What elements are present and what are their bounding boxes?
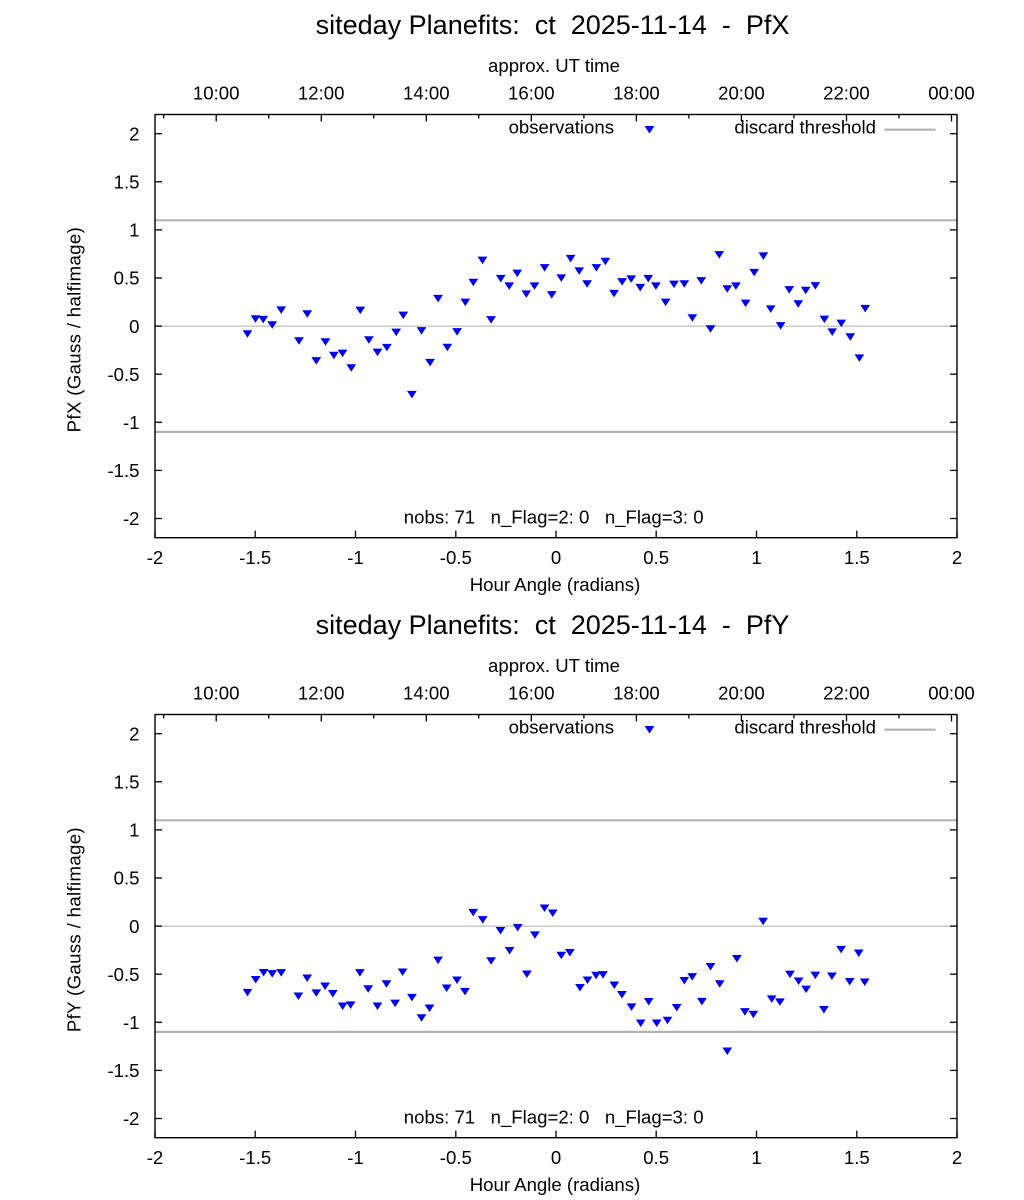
svg-text:approx. UT time: approx. UT time — [488, 655, 620, 676]
svg-text:0: 0 — [129, 316, 139, 337]
svg-text:nobs: 71 n_Flag=2: 0 n_Fla: nobs: 71 n_Flag=2: 0 n_Flag=3: 0 — [404, 1107, 704, 1129]
svg-text:2: 2 — [952, 547, 962, 568]
svg-text:00:00: 00:00 — [928, 683, 975, 704]
svg-text:-1: -1 — [123, 412, 140, 433]
svg-text:12:00: 12:00 — [298, 83, 345, 104]
svg-text:approx. UT time: approx. UT time — [488, 55, 620, 76]
svg-text:-1.5: -1.5 — [107, 1060, 139, 1081]
svg-text:18:00: 18:00 — [613, 83, 660, 104]
svg-text:10:00: 10:00 — [193, 683, 240, 704]
svg-text:22:00: 22:00 — [823, 683, 870, 704]
svg-text:1.5: 1.5 — [114, 772, 140, 793]
svg-text:-2: -2 — [147, 1147, 164, 1168]
svg-text:-2: -2 — [147, 547, 164, 568]
svg-text:22:00: 22:00 — [823, 83, 870, 104]
svg-text:16:00: 16:00 — [508, 683, 555, 704]
svg-text:Hour Angle (radians): Hour Angle (radians) — [470, 574, 641, 595]
svg-text:Hour Angle (radians): Hour Angle (radians) — [470, 1174, 641, 1195]
svg-text:-2: -2 — [123, 1108, 140, 1129]
svg-text:discard threshold: discard threshold — [734, 117, 876, 138]
svg-text:-2: -2 — [123, 508, 140, 529]
svg-text:siteday Planefits: ct 2025-1: siteday Planefits: ct 2025-11-14 - PfX — [316, 10, 790, 40]
svg-text:18:00: 18:00 — [613, 683, 660, 704]
svg-text:discard threshold: discard threshold — [734, 717, 876, 738]
svg-text:1: 1 — [129, 220, 139, 241]
svg-text:-0.5: -0.5 — [107, 364, 139, 385]
svg-text:-1.5: -1.5 — [107, 460, 139, 481]
svg-text:-0.5: -0.5 — [107, 964, 139, 985]
svg-text:14:00: 14:00 — [403, 83, 450, 104]
svg-text:observations: observations — [509, 717, 614, 738]
svg-text:0: 0 — [551, 547, 561, 568]
svg-text:nobs: 71 n_Flag=2: 0 n_Fla: nobs: 71 n_Flag=2: 0 n_Flag=3: 0 — [404, 507, 704, 529]
svg-text:-1: -1 — [347, 547, 364, 568]
svg-text:1: 1 — [129, 820, 139, 841]
svg-text:20:00: 20:00 — [718, 83, 765, 104]
svg-text:PfY (Gauss / halfimage): PfY (Gauss / halfimage) — [64, 827, 85, 1032]
svg-text:2: 2 — [129, 723, 139, 744]
svg-text:-0.5: -0.5 — [440, 1147, 472, 1168]
svg-text:0: 0 — [129, 916, 139, 937]
svg-text:-1: -1 — [347, 1147, 364, 1168]
svg-text:0.5: 0.5 — [643, 547, 669, 568]
svg-text:1.5: 1.5 — [844, 547, 870, 568]
svg-text:2: 2 — [129, 123, 139, 144]
svg-text:12:00: 12:00 — [298, 683, 345, 704]
svg-text:1.5: 1.5 — [114, 172, 140, 193]
svg-text:0.5: 0.5 — [114, 268, 140, 289]
svg-text:2: 2 — [952, 1147, 962, 1168]
svg-text:-0.5: -0.5 — [440, 547, 472, 568]
svg-text:0.5: 0.5 — [643, 1147, 669, 1168]
svg-text:00:00: 00:00 — [928, 83, 975, 104]
svg-text:siteday Planefits: ct 2025-1: siteday Planefits: ct 2025-11-14 - PfY — [316, 610, 790, 640]
svg-text:1: 1 — [751, 547, 761, 568]
svg-text:1.5: 1.5 — [844, 1147, 870, 1168]
svg-text:1: 1 — [751, 1147, 761, 1168]
svg-text:PfX (Gauss / halfimage): PfX (Gauss / halfimage) — [64, 227, 85, 432]
svg-text:-1: -1 — [123, 1012, 140, 1033]
svg-text:-1.5: -1.5 — [239, 1147, 271, 1168]
svg-text:20:00: 20:00 — [718, 683, 765, 704]
svg-text:10:00: 10:00 — [193, 83, 240, 104]
svg-text:observations: observations — [509, 117, 614, 138]
svg-text:14:00: 14:00 — [403, 683, 450, 704]
svg-text:0: 0 — [551, 1147, 561, 1168]
svg-text:16:00: 16:00 — [508, 83, 555, 104]
svg-text:0.5: 0.5 — [114, 868, 140, 889]
svg-text:-1.5: -1.5 — [239, 547, 271, 568]
